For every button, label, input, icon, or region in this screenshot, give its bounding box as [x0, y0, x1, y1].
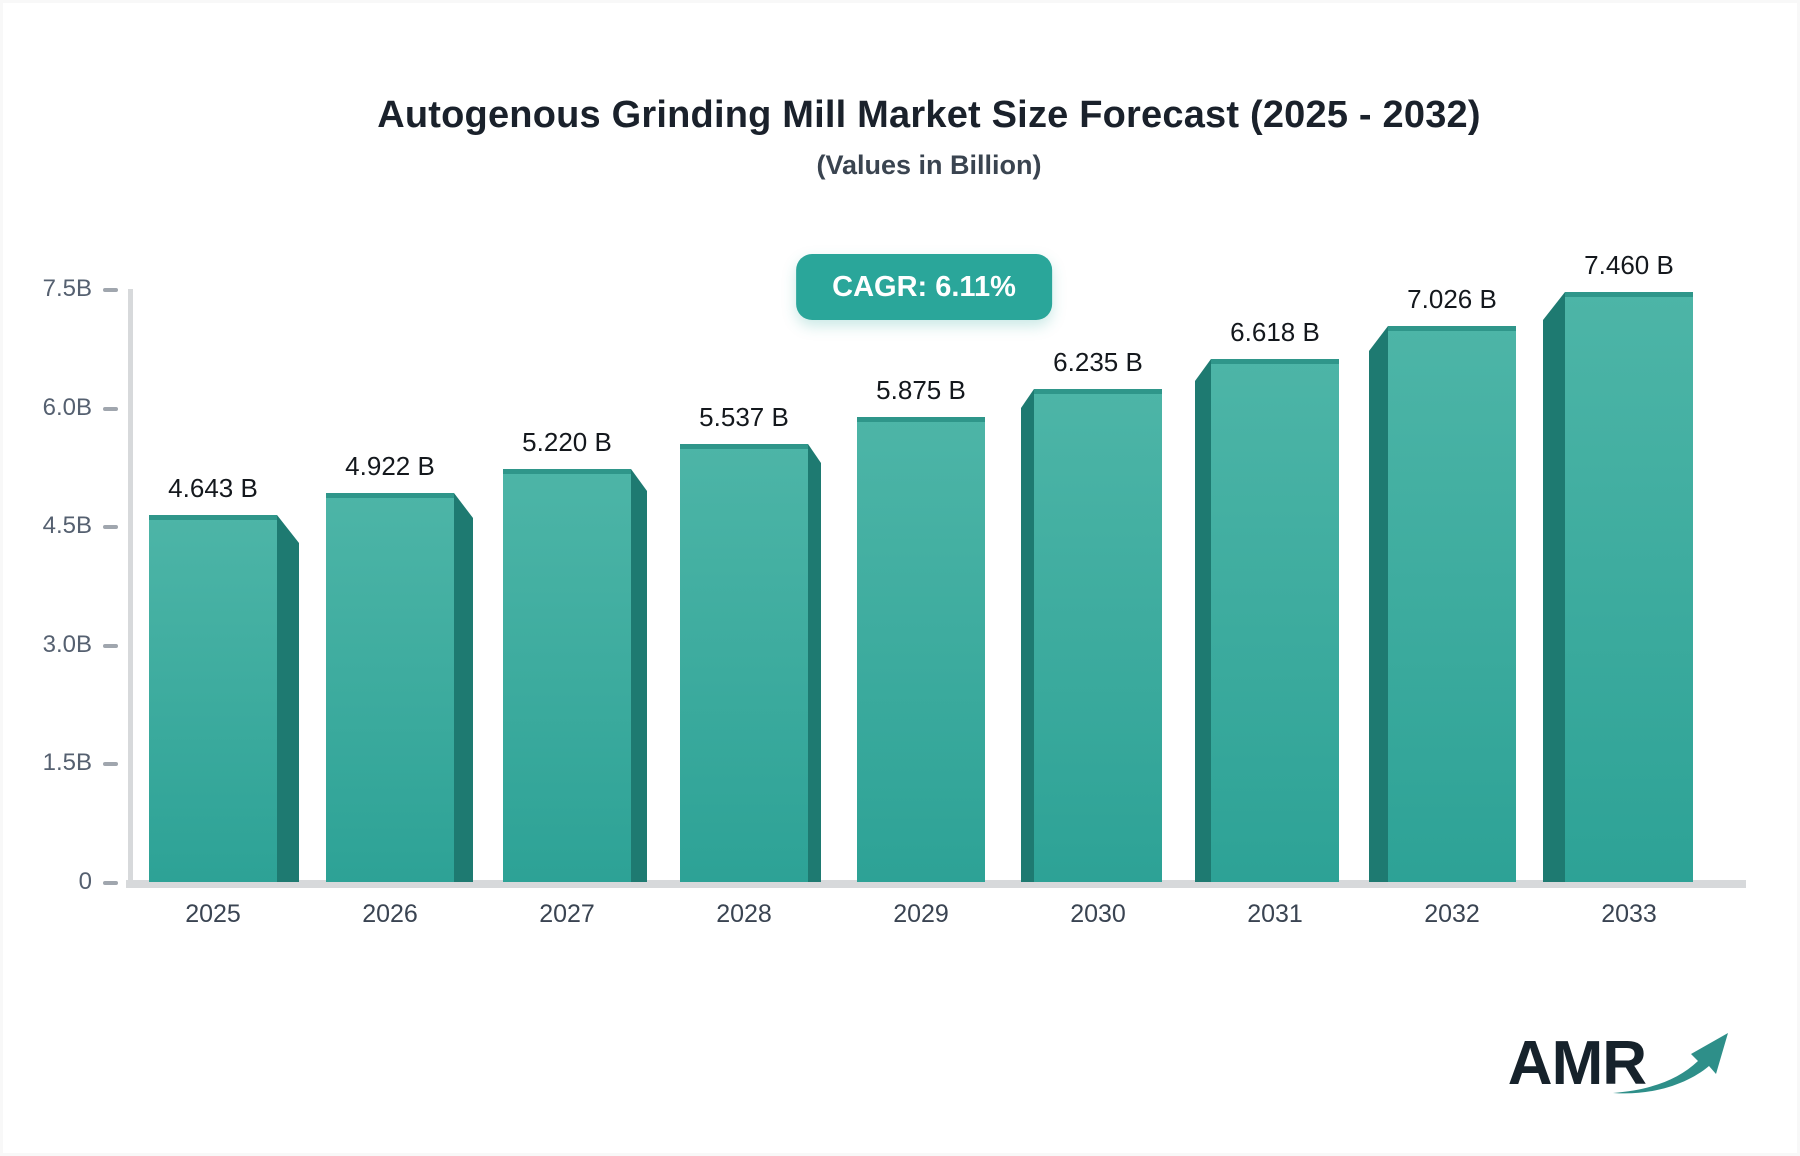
amr-logo-arrow-icon	[1613, 1033, 1728, 1094]
bar-2029	[857, 417, 985, 882]
bar-2028	[680, 444, 808, 882]
bar-top-edge	[857, 417, 985, 422]
bar-3d-side	[454, 493, 473, 882]
cagr-badge-label: CAGR: 6.11%	[832, 271, 1016, 303]
x-axis-label: 2027	[539, 900, 595, 928]
bar-value-label: 7.460 B	[1584, 250, 1674, 280]
y-axis-tick-label: 1.5B	[42, 749, 92, 776]
bar-3d-side	[277, 515, 299, 882]
y-axis-tick-label: 6.0B	[42, 394, 92, 421]
bar-3d-side	[1543, 292, 1565, 882]
bar-2026	[326, 493, 454, 882]
y-axis-tick-label: 3.0B	[42, 631, 92, 658]
bar-3d-side	[1195, 359, 1211, 882]
x-axis-label: 2026	[362, 900, 418, 928]
bar-3d-side	[1021, 389, 1034, 882]
bar-value-label: 7.026 B	[1407, 284, 1497, 314]
bar-2031	[1211, 359, 1339, 882]
bar-3d-side	[1369, 326, 1388, 882]
bar-top-edge	[680, 444, 808, 449]
x-axis-label: 2030	[1070, 900, 1126, 928]
bar-top-edge	[1565, 292, 1693, 297]
bar-top-edge	[149, 515, 277, 520]
x-axis-label: 2029	[893, 900, 949, 928]
bar-top-edge	[326, 493, 454, 498]
bar-top-edge	[503, 469, 631, 474]
x-axis-label: 2031	[1247, 900, 1303, 928]
bar-2027	[503, 469, 631, 882]
chart-subtitle: (Values in Billion)	[816, 150, 1042, 180]
y-axis-tick-mark	[103, 881, 118, 885]
bar-top-edge	[1388, 326, 1516, 331]
bar-2032	[1388, 326, 1516, 882]
x-axis-line	[126, 880, 1746, 888]
amr-logo-text: AMR	[1507, 1028, 1647, 1098]
bar-top-edge	[1034, 389, 1162, 394]
y-axis-tick-mark	[103, 407, 118, 411]
bar-value-label: 6.235 B	[1053, 347, 1143, 377]
bar-2033	[1565, 292, 1693, 882]
bar-3d-side	[808, 444, 821, 882]
bar-value-label: 5.875 B	[876, 375, 966, 405]
bar-2030	[1034, 389, 1162, 882]
x-axis-label: 2028	[716, 900, 772, 928]
amr-logo: AMR	[1508, 1024, 1738, 1102]
x-axis-label: 2032	[1424, 900, 1480, 928]
y-axis-tick-label: 7.5B	[42, 275, 92, 302]
bar-value-label: 4.643 B	[168, 473, 258, 503]
y-axis-tick-mark	[103, 525, 118, 529]
y-axis-tick-mark	[103, 288, 118, 292]
x-axis-label: 2033	[1601, 900, 1657, 928]
y-axis-tick-mark	[103, 762, 118, 766]
y-axis-line	[128, 289, 133, 888]
x-axis-label: 2025	[185, 900, 241, 928]
chart-title: Autogenous Grinding Mill Market Size For…	[377, 94, 1481, 136]
bar-value-label: 6.618 B	[1230, 317, 1320, 347]
bar-top-edge	[1211, 359, 1339, 364]
bar-value-label: 5.220 B	[522, 427, 612, 457]
bar-2025	[149, 515, 277, 882]
cagr-badge: CAGR: 6.11%	[796, 254, 1052, 320]
y-axis-tick-label: 4.5B	[42, 512, 92, 539]
bar-value-label: 5.537 B	[699, 402, 789, 432]
y-axis-tick-label: 0	[78, 868, 92, 895]
y-axis-tick-mark	[103, 644, 118, 648]
bar-3d-side	[631, 469, 647, 882]
bar-value-label: 4.922 B	[345, 451, 435, 481]
